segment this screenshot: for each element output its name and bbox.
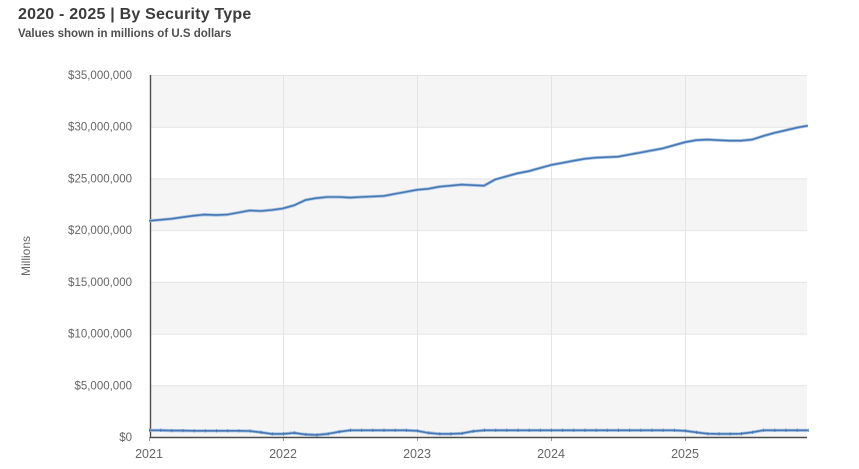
y-tick-label: $5,000,000	[74, 380, 132, 392]
y-axis-title: Millions	[19, 236, 33, 276]
y-tick-label: $0	[119, 432, 132, 444]
y-tick-label: $35,000,000	[68, 70, 132, 82]
upper-series-line	[148, 124, 808, 222]
lower-series-point-markers	[149, 428, 809, 437]
chart-header: 2020 - 2025 | By Security Type Values sh…	[18, 6, 251, 40]
chart-title: 2020 - 2025 | By Security Type	[18, 6, 252, 23]
vertical-gridlines	[149, 75, 686, 441]
x-tick-label: 2024	[537, 447, 565, 461]
y-tick-label: $25,000,000	[68, 173, 132, 185]
x-tick-label: 2023	[403, 447, 431, 461]
x-tick-label: 2022	[269, 447, 297, 461]
x-axis-labels: 2021 2022 2023 2024 2025	[135, 447, 699, 461]
y-tick-label: $10,000,000	[68, 329, 132, 341]
x-tick-label: 2021	[135, 447, 163, 461]
lower-series-line	[149, 429, 808, 436]
horizontal-gridlines	[150, 75, 807, 387]
y-axis-labels: $0 $5,000,000 $10,000,000 $15,000,000 $20,00…	[68, 70, 132, 444]
y-tick-label: $20,000,000	[68, 225, 132, 237]
plot-bands	[150, 75, 807, 437]
chart-subtitle: Values shown in millions of U.S dollars	[18, 28, 232, 40]
y-tick-label: $30,000,000	[68, 122, 132, 134]
x-tick-label: 2025	[671, 447, 699, 461]
y-tick-label: $15,000,000	[68, 277, 132, 289]
